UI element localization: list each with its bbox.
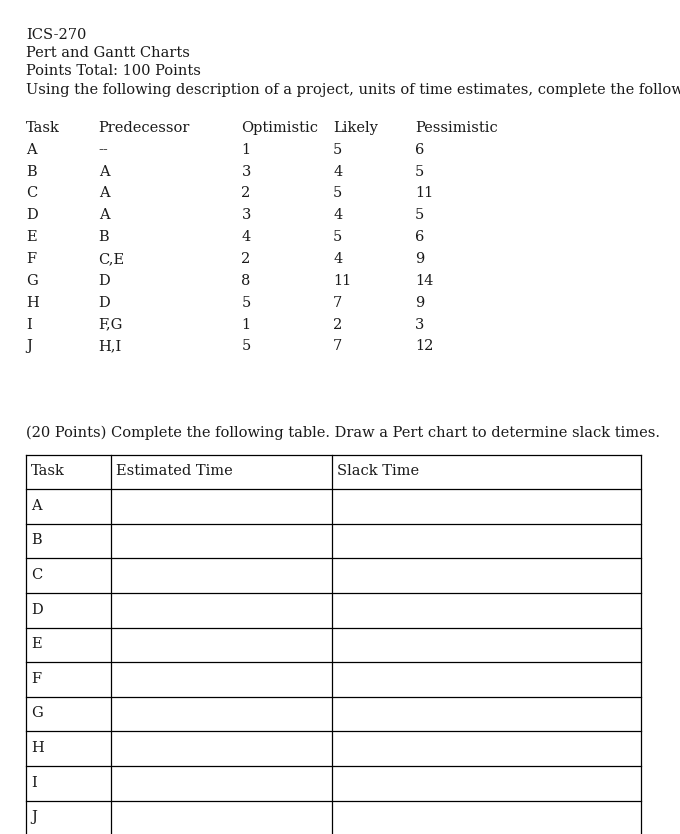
Text: 9: 9	[415, 296, 424, 309]
Text: Pert and Gantt Charts: Pert and Gantt Charts	[26, 46, 190, 60]
Text: J: J	[31, 811, 37, 824]
Text: 11: 11	[333, 274, 352, 288]
Text: 3: 3	[415, 318, 424, 332]
Text: E: E	[31, 637, 42, 651]
Text: D: D	[99, 296, 110, 309]
Text: Using the following description of a project, units of time estimates, complete : Using the following description of a pro…	[26, 83, 680, 98]
Text: 11: 11	[415, 187, 433, 200]
Text: Optimistic: Optimistic	[241, 121, 318, 135]
Text: F,G: F,G	[99, 318, 123, 332]
Text: 4: 4	[333, 208, 343, 223]
Text: Points Total: 100 Points: Points Total: 100 Points	[26, 64, 201, 78]
Text: 6: 6	[415, 230, 424, 244]
Text: C: C	[31, 568, 43, 582]
Text: D: D	[26, 208, 37, 223]
Text: A: A	[99, 208, 109, 223]
Text: Pessimistic: Pessimistic	[415, 121, 498, 135]
Text: I: I	[31, 776, 37, 790]
Text: C,E: C,E	[99, 252, 124, 266]
Text: 1: 1	[241, 143, 250, 157]
Text: 8: 8	[241, 274, 251, 288]
Text: D: D	[99, 274, 110, 288]
Text: 9: 9	[415, 252, 424, 266]
Text: A: A	[99, 187, 109, 200]
Text: Slack Time: Slack Time	[337, 465, 420, 478]
Text: 7: 7	[333, 339, 343, 354]
Text: 3: 3	[241, 208, 251, 223]
Text: A: A	[26, 143, 37, 157]
Text: Likely: Likely	[333, 121, 378, 135]
Text: 5: 5	[333, 187, 343, 200]
Text: 2: 2	[241, 187, 251, 200]
Text: 5: 5	[415, 208, 424, 223]
Text: 5: 5	[333, 143, 343, 157]
Text: Predecessor: Predecessor	[99, 121, 190, 135]
Text: B: B	[99, 230, 109, 244]
Text: B: B	[26, 164, 37, 178]
Text: 4: 4	[333, 252, 343, 266]
Text: G: G	[31, 706, 43, 721]
Text: 14: 14	[415, 274, 433, 288]
Text: G: G	[26, 274, 37, 288]
Text: 2: 2	[333, 318, 343, 332]
Text: 6: 6	[415, 143, 424, 157]
Text: 5: 5	[415, 164, 424, 178]
Text: J: J	[26, 339, 32, 354]
Text: A: A	[31, 499, 42, 513]
Text: 1: 1	[241, 318, 250, 332]
Text: F: F	[26, 252, 36, 266]
Text: 5: 5	[333, 230, 343, 244]
Text: 5: 5	[241, 296, 251, 309]
Text: 3: 3	[241, 164, 251, 178]
Text: A: A	[99, 164, 109, 178]
Text: (20 Points) Complete the following table. Draw a Pert chart to determine slack t: (20 Points) Complete the following table…	[26, 425, 660, 440]
Text: Task: Task	[26, 121, 60, 135]
Text: --: --	[99, 143, 108, 157]
Text: ICS-270: ICS-270	[26, 28, 86, 42]
Text: 2: 2	[241, 252, 251, 266]
Text: Estimated Time: Estimated Time	[116, 465, 233, 478]
Text: B: B	[31, 534, 42, 547]
Text: Task: Task	[31, 465, 65, 478]
Text: 4: 4	[333, 164, 343, 178]
Text: E: E	[26, 230, 37, 244]
Text: 12: 12	[415, 339, 433, 354]
Text: 7: 7	[333, 296, 343, 309]
Text: 5: 5	[241, 339, 251, 354]
Text: H,I: H,I	[99, 339, 122, 354]
Text: C: C	[26, 187, 37, 200]
Text: H: H	[26, 296, 39, 309]
Text: F: F	[31, 672, 41, 686]
Text: H: H	[31, 741, 44, 755]
Text: D: D	[31, 603, 43, 616]
Text: I: I	[26, 318, 31, 332]
Text: 4: 4	[241, 230, 251, 244]
